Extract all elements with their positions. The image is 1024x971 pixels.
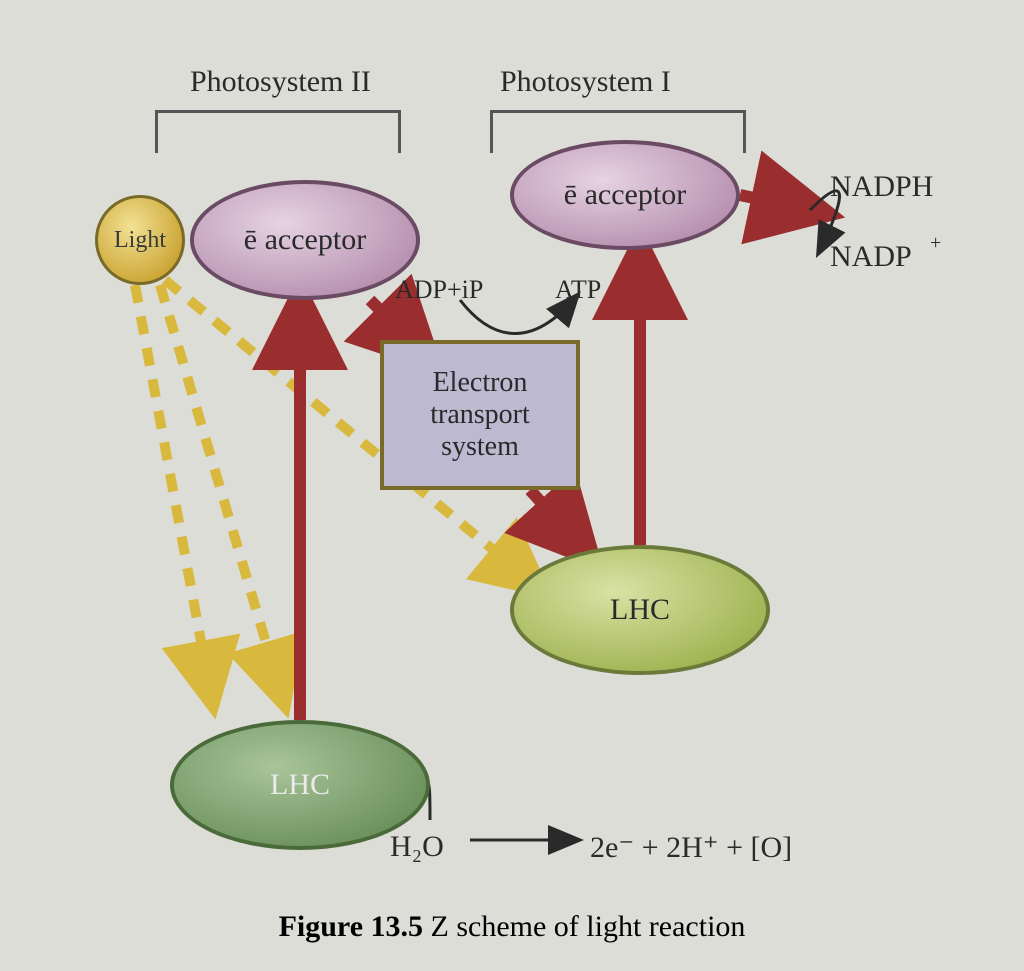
node-ets-label: Electrontransportsystem (430, 367, 530, 463)
node-lhc-ps1: LHC (510, 545, 770, 675)
node-lhc-ps2: LHC (170, 720, 430, 850)
label-water-split-products: 2e⁻ + 2H⁺ + [O] (590, 830, 792, 865)
label-nadph: NADPH (830, 170, 933, 204)
node-lhc-ps1-label: LHC (610, 593, 670, 627)
label-h2o: H₂O (390, 830, 444, 864)
z-scheme-diagram: Photosystem II Photosystem I NADPH NADP … (0, 0, 1024, 971)
node-e-acceptor-ps1: ē acceptor (510, 140, 740, 250)
node-light: Light (95, 195, 185, 285)
label-adp-ip: ADP+iP (395, 275, 483, 305)
label-nadp: NADP (830, 240, 912, 274)
node-e-acceptor-ps1-label: ē acceptor (564, 178, 686, 212)
figure-title: Z scheme of light reaction (423, 910, 745, 943)
label-photosystem-1: Photosystem I (500, 65, 671, 99)
node-lhc-ps2-label: LHC (270, 768, 330, 802)
label-atp: ATP (555, 275, 601, 305)
node-light-label: Light (114, 227, 166, 254)
node-e-acceptor-ps2: ē acceptor (190, 180, 420, 300)
node-electron-transport-system: Electrontransportsystem (380, 340, 580, 490)
figure-caption: Figure 13.5 Z scheme of light reaction (0, 910, 1024, 944)
label-photosystem-2: Photosystem II (190, 65, 371, 99)
bracket-photosystem-2 (155, 110, 401, 153)
label-nadp-plus-superscript: + (930, 232, 941, 255)
figure-number: Figure 13.5 (279, 910, 423, 943)
node-e-acceptor-ps2-label: ē acceptor (244, 223, 366, 257)
